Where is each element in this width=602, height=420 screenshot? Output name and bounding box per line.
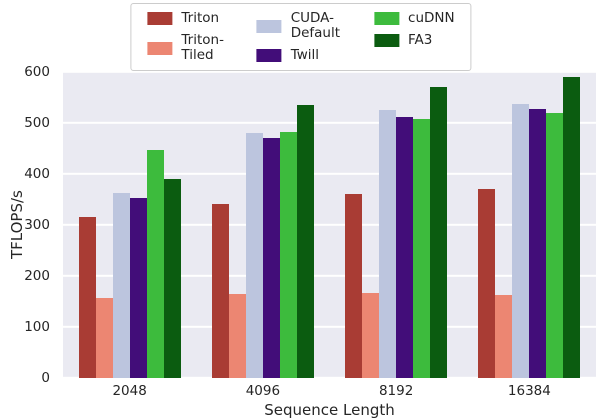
gridline — [63, 224, 596, 226]
y-tick-label: 200 — [24, 268, 50, 284]
legend-swatch — [147, 41, 173, 55]
bar-triton-tiled — [95, 297, 113, 378]
bar-cuda-default — [245, 132, 263, 378]
legend-label: Triton — [181, 10, 220, 26]
bar-triton — [211, 203, 229, 378]
y-tick-labels: 0 100 200 300 400 500 600 — [0, 64, 57, 386]
bar-group-8192 — [330, 72, 463, 378]
bar-triton-tiled — [495, 294, 513, 378]
legend-label: Triton-Tiled — [181, 32, 224, 63]
legend-label: FA3 — [408, 32, 433, 48]
bar-group-2048 — [63, 72, 196, 378]
bar-twill — [129, 198, 147, 378]
bar-twill — [529, 109, 547, 378]
gridline — [63, 71, 596, 73]
bar-triton-tiled — [362, 293, 380, 378]
bar-triton — [478, 189, 496, 378]
x-tick-label: 8192 — [378, 383, 414, 399]
bar-fa3 — [430, 87, 448, 378]
x-tick-label: 4096 — [245, 383, 281, 399]
legend-column: CUDA-Default Twill — [256, 10, 341, 63]
legend-item-cudnn: cuDNN — [374, 11, 455, 26]
bar-group-16384 — [463, 72, 596, 378]
gridline — [63, 377, 596, 379]
bar-cudnn — [413, 119, 431, 378]
legend-column: Triton Triton-Tiled — [147, 11, 224, 63]
bar-cuda-default — [379, 110, 397, 378]
bar-cuda-default — [512, 104, 530, 378]
legend-label: cuDNN — [408, 10, 455, 26]
legend-swatch — [374, 34, 400, 47]
legend-swatch — [256, 49, 282, 62]
gridline — [63, 326, 596, 328]
bar-cudnn — [279, 131, 297, 378]
y-tick-label: 400 — [24, 166, 50, 182]
legend: Triton Triton-Tiled CUDA-Default Twill cuDNN… — [130, 3, 472, 71]
legend-item-fa3: FA3 — [374, 33, 455, 48]
legend-item-triton-tiled: Triton-Tiled — [147, 32, 224, 63]
y-tick-label: 100 — [24, 319, 50, 335]
bar-cudnn — [146, 150, 164, 378]
legend-item-cuda-default: CUDA-Default — [256, 10, 341, 41]
legend-swatch — [374, 12, 400, 25]
y-tick-label: 500 — [24, 115, 50, 131]
legend-item-twill: Twill — [256, 47, 340, 63]
y-tick-label: 600 — [24, 64, 50, 80]
legend-column: cuDNN FA3 — [374, 11, 455, 63]
bar-group-4096 — [196, 72, 329, 378]
bar-groups — [63, 72, 596, 378]
x-tick-label: 2048 — [112, 383, 147, 399]
x-axis-label: Sequence Length — [264, 401, 395, 419]
bar-triton — [345, 194, 363, 378]
bar-twill — [262, 138, 280, 378]
gridline — [63, 173, 596, 175]
bar-fa3 — [296, 105, 314, 378]
gridlines — [63, 71, 596, 379]
bar-fa3 — [563, 77, 581, 378]
bar-triton — [78, 217, 96, 378]
legend-item-triton: Triton — [147, 11, 222, 26]
x-tick-labels: 2048 4096 8192 16384 — [63, 383, 596, 399]
legend-swatch — [256, 19, 282, 33]
bar-fa3 — [163, 179, 181, 378]
gridline — [63, 275, 596, 277]
bar-triton-tiled — [228, 293, 246, 378]
legend-swatch — [147, 12, 173, 25]
legend-label: Twill — [290, 47, 320, 63]
bar-cudnn — [546, 112, 564, 378]
bar-cuda-default — [112, 193, 130, 378]
gridline — [63, 122, 596, 124]
plot-area — [63, 71, 596, 379]
x-tick-label: 16384 — [507, 383, 551, 399]
bar-twill — [396, 117, 414, 378]
y-tick-label: 0 — [41, 370, 50, 386]
y-tick-label: 300 — [24, 217, 50, 233]
legend-label: CUDA-Default — [290, 10, 341, 41]
